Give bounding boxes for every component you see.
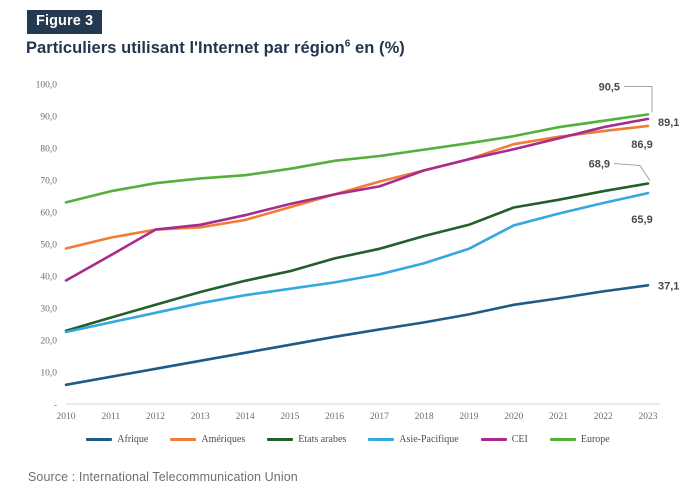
x-axis-tick-label: 2014 xyxy=(236,412,255,420)
y-axis-tick-label: 10,0 xyxy=(40,368,57,378)
y-axis-tick-label: 40,0 xyxy=(40,272,57,282)
x-axis-tick-label: 2021 xyxy=(549,412,568,420)
x-axis-tick-label: 2016 xyxy=(325,412,344,420)
page-title: Particuliers utilisant l'Internet par ré… xyxy=(26,39,405,58)
title-main-text: Particuliers utilisant l'Internet par ré… xyxy=(26,39,345,57)
x-axis-tick-label: 2017 xyxy=(370,412,389,420)
legend-item-europe[interactable]: Europe xyxy=(549,434,610,445)
end-value-label-cei: 89,1 xyxy=(658,117,679,129)
x-axis-tick-label: 2023 xyxy=(639,412,658,420)
end-value-label-afrique: 37,1 xyxy=(658,280,679,292)
y-axis-tick-label: 90,0 xyxy=(40,112,57,122)
end-value-label-europe: 90,5 xyxy=(599,81,620,93)
legend-item-label: Amériques xyxy=(201,434,246,445)
x-axis-tick-label: 2013 xyxy=(191,412,210,420)
y-axis-tick-label: 80,0 xyxy=(40,144,57,154)
legend-swatch-icon xyxy=(480,438,507,441)
x-axis-tick-label: 2020 xyxy=(504,412,523,420)
legend-item-label: Afrique xyxy=(117,434,149,445)
y-axis-tick-label: 60,0 xyxy=(40,208,57,218)
legend-item-etats-arabes[interactable]: Etats arabes xyxy=(267,434,346,445)
y-axis-tick-label: 100,0 xyxy=(36,80,58,90)
end-label-leader-line xyxy=(624,85,653,113)
legend-swatch-icon xyxy=(86,438,113,441)
legend-item-label: CEI xyxy=(511,434,528,445)
x-axis-tick-label: 2022 xyxy=(594,412,613,420)
y-axis-tick-label: 50,0 xyxy=(40,240,57,250)
legend-item-ameriques[interactable]: Amériques xyxy=(170,434,245,445)
y-axis-tick-label: 30,0 xyxy=(40,304,57,314)
end-value-label-asie-pacifique: 65,9 xyxy=(631,214,652,226)
x-axis-tick-label: 2015 xyxy=(280,412,299,420)
legend-swatch-icon xyxy=(170,438,197,441)
y-axis-tick-label: 20,0 xyxy=(40,336,57,346)
legend-item-label: Asie-Pacifique xyxy=(399,434,459,445)
x-axis-tick-label: 2012 xyxy=(146,412,165,420)
y-axis-tick-label: - xyxy=(54,400,57,410)
x-axis-tick-group: 2010 2011 2012 2013 2014 2015 2016 2017 2018 2019… xyxy=(57,412,658,420)
title-footnote-marker: 6 xyxy=(344,38,351,50)
series-line-etats-arabes xyxy=(64,182,650,333)
series-line-cei xyxy=(64,117,650,282)
legend-item-label: Etats arabes xyxy=(298,434,347,445)
x-axis-tick-label: 2010 xyxy=(57,412,76,420)
source-note: Source : International Telecommunication… xyxy=(28,470,298,484)
x-axis-tick-label: 2019 xyxy=(459,412,478,420)
legend-item-cei[interactable]: CEI xyxy=(480,434,528,445)
x-axis-tick-label: 2018 xyxy=(415,412,434,420)
series-group xyxy=(64,113,650,387)
y-axis-tick-label: 70,0 xyxy=(40,176,57,186)
figure-number-badge: Figure 3 xyxy=(27,10,103,34)
chart-canvas: - 10,0 20,0 30,0 40,0 50,0 60,0 70,0 80,0 90,0 100… xyxy=(36,80,680,420)
end-value-label-am-riques: 86,9 xyxy=(631,139,652,151)
x-axis-tick-label: 2011 xyxy=(101,412,120,420)
title-suffix-text: en (%) xyxy=(350,39,405,57)
end-label-group: 37,1 86,9 68,9 65,9 89,1 90,5 xyxy=(589,81,680,292)
legend-swatch-icon xyxy=(549,438,576,441)
series-line-europe xyxy=(64,113,650,204)
y-axis-tick-group: - 10,0 20,0 30,0 40,0 50,0 60,0 70,0 80,0 90,0 100… xyxy=(36,80,58,410)
chart-legend: Afrique Amériques Etats arabes Asie-Pacifiq… xyxy=(0,434,696,445)
series-line-afrique xyxy=(64,283,650,387)
legend-item-label: Europe xyxy=(580,434,610,445)
legend-swatch-icon xyxy=(368,438,395,441)
legend-item-afrique[interactable]: Afrique xyxy=(86,434,148,445)
end-label-leader-group xyxy=(613,85,653,181)
legend-swatch-icon xyxy=(267,438,294,441)
end-value-label-etats-arabes: 68,9 xyxy=(589,159,610,171)
series-line-asie-pacifique xyxy=(64,191,650,334)
end-label-leader-line xyxy=(613,163,651,181)
line-chart: - 10,0 20,0 30,0 40,0 50,0 60,0 70,0 80,0 90,0 100… xyxy=(0,70,696,420)
legend-item-asie-pacifique[interactable]: Asie-Pacifique xyxy=(368,434,459,445)
